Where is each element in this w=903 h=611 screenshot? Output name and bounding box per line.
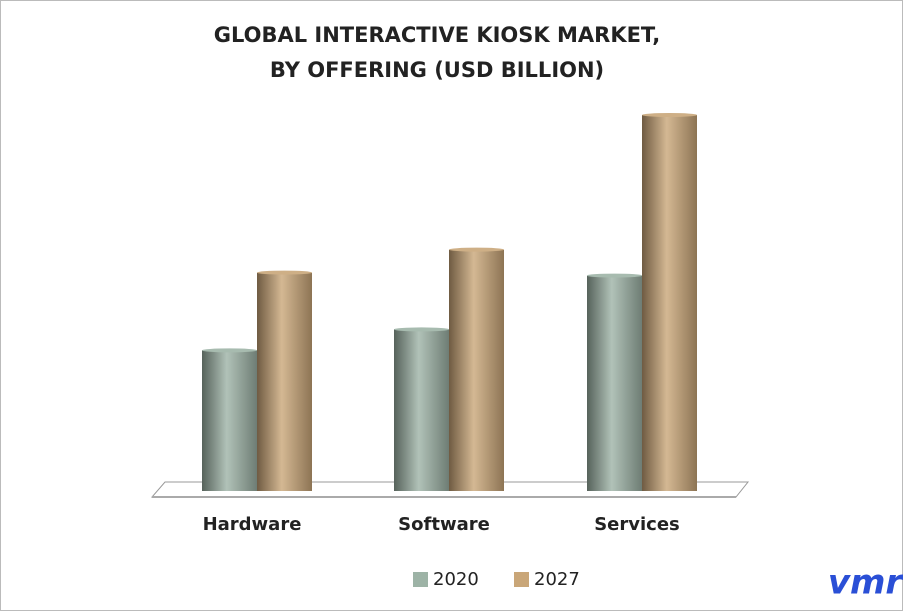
bar <box>642 115 697 491</box>
logo: vmr <box>828 563 903 603</box>
bar <box>202 350 257 491</box>
legend-label: 2020 <box>433 569 479 590</box>
bar-top <box>202 348 257 353</box>
bar <box>257 272 312 491</box>
bar-top <box>642 113 697 117</box>
bar-top <box>587 273 642 278</box>
x-tick-label: Hardware <box>203 514 302 535</box>
bar <box>587 275 642 491</box>
legend-label: 2027 <box>534 569 580 590</box>
legend-swatch <box>413 572 428 587</box>
bar <box>449 249 504 491</box>
chart-title: GLOBAL INTERACTIVE KIOSK MARKET, <box>214 23 661 47</box>
x-tick-label: Software <box>398 514 490 535</box>
legend-swatch <box>514 572 529 587</box>
bar-top <box>394 327 449 332</box>
bar-top <box>257 270 312 275</box>
bar <box>394 329 449 491</box>
bar-top <box>449 247 504 252</box>
x-tick-label: Services <box>594 514 680 535</box>
chart-title: BY OFFERING (USD BILLION) <box>270 58 604 82</box>
